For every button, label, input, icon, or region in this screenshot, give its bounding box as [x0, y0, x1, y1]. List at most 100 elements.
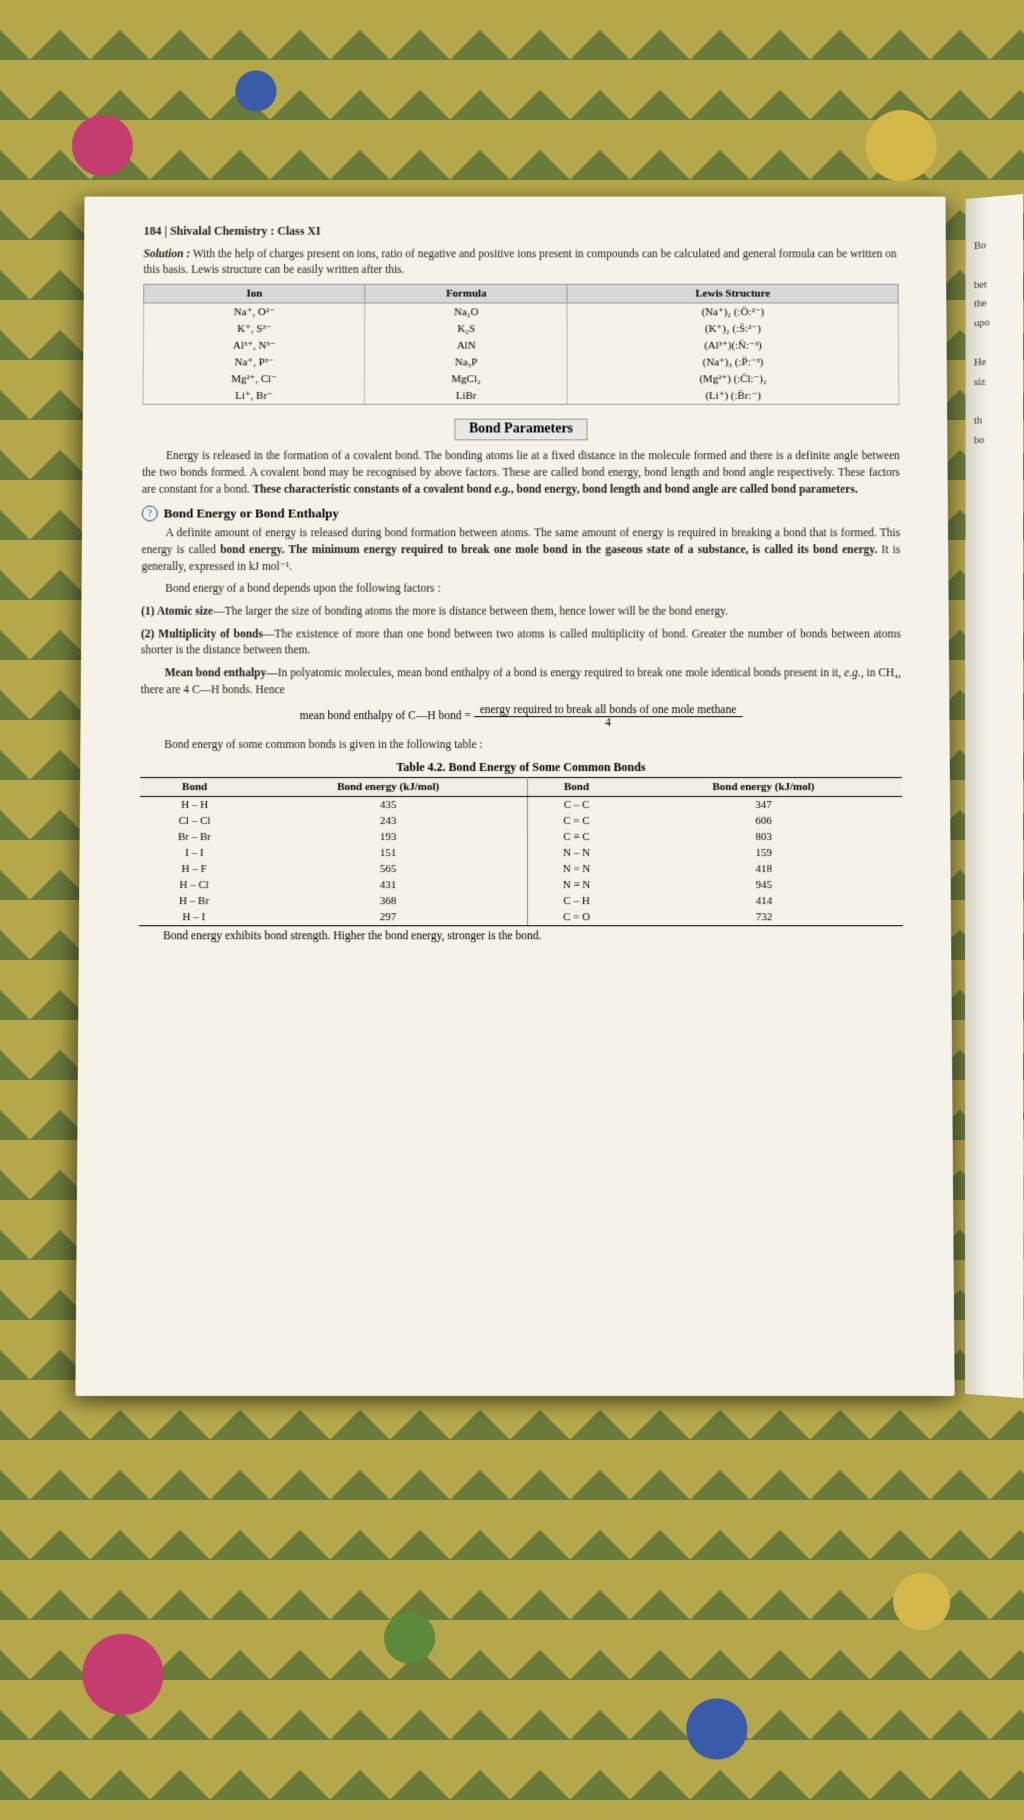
- table-row: Li⁺, Br⁻LiBr(Li⁺) (:B̈r:⁻): [143, 387, 899, 404]
- bond-energy-p6: Bond energy of some common bonds is give…: [140, 737, 902, 754]
- table-cell: N – N: [528, 845, 625, 861]
- table-cell: 347: [625, 796, 902, 812]
- formula-numerator: energy required to break all bonds of on…: [474, 704, 743, 717]
- table-cell: 418: [625, 861, 903, 877]
- bond-energy-p4: (2) Multiplicity of bonds—The existence …: [141, 626, 901, 659]
- section-title: Bond Parameters: [454, 419, 588, 441]
- table-cell: (Li⁺) (:B̈r:⁻): [567, 387, 898, 404]
- table-cell: (Al³⁺)(:N̈:⁻³): [567, 337, 898, 354]
- energy-col-header-2: Bond energy (kJ/mol): [625, 777, 902, 796]
- table-cell: 435: [249, 796, 527, 812]
- table-cell: K₂S: [365, 320, 567, 337]
- table-cell: H – I: [139, 909, 249, 926]
- table-cell: C = O: [528, 909, 626, 926]
- table-cell: H – H: [140, 796, 249, 812]
- table-cell: K⁺, S²⁻: [143, 320, 365, 337]
- table-row: Br – Br193C ≡ C803: [140, 829, 903, 845]
- solution-text: With the help of charges present on ions…: [143, 249, 896, 277]
- bond-energy-p3: (1) Atomic size—The larger the size of b…: [141, 604, 901, 621]
- table-cell: 565: [249, 861, 528, 877]
- table-cell: C – C: [528, 796, 625, 812]
- table-cell: H – Br: [139, 893, 249, 909]
- table-row: H – I297C = O732: [139, 909, 903, 926]
- bond-table-caption: Table 4.2. Bond Energy of Some Common Bo…: [140, 760, 902, 775]
- subheading-num-icon: ?: [142, 506, 158, 522]
- table-cell: Br – Br: [140, 829, 249, 845]
- bond-col-header-2: Bond: [528, 777, 625, 796]
- table-cell: C = C: [528, 813, 625, 829]
- table-cell: Na⁺, P³⁻: [143, 354, 365, 371]
- solution-label: Solution :: [143, 249, 190, 261]
- table-cell: N = N: [528, 861, 626, 877]
- table-cell: Na₂O: [365, 303, 567, 320]
- lewis-col-header: Lewis Structure: [567, 284, 898, 303]
- table-row: Na⁺, P³⁻Na₃P(Na⁺)₃ (:P̈:⁻³): [143, 354, 898, 371]
- table-cell: 414: [625, 893, 903, 909]
- section-title-wrap: Bond Parameters: [142, 419, 899, 441]
- table-cell: H – Cl: [139, 877, 249, 893]
- formula-denominator: 4: [474, 717, 743, 729]
- bond-energy-p5: Mean bond enthalpy—In polyatomic molecul…: [141, 665, 902, 698]
- table-cell: I – I: [140, 845, 250, 861]
- table-cell: (Na⁺)₂ (:Ö:²⁻): [567, 303, 898, 320]
- table-cell: Al³⁺, N³⁻: [143, 337, 365, 354]
- ion-table-body: Na⁺, O²⁻Na₂O(Na⁺)₂ (:Ö:²⁻)K⁺, S²⁻K₂S(K⁺)…: [143, 303, 899, 404]
- table-cell: MgCl₂: [365, 371, 568, 388]
- ion-col-header: Ion: [144, 284, 366, 303]
- page-number-title: 184 | Shivalal Chemistry : Class XI: [144, 224, 321, 238]
- table-cell: 297: [249, 909, 528, 926]
- table-cell: H – F: [139, 861, 249, 877]
- table-cell: (K⁺)₂ (:S̈:²⁻): [567, 320, 898, 337]
- table-cell: (Na⁺)₃ (:P̈:⁻³): [567, 354, 898, 371]
- table-cell: 243: [249, 813, 527, 829]
- mean-bond-enthalpy-formula: mean bond enthalpy of C—H bond = energy …: [140, 704, 901, 729]
- next-page-edge: Bo bet the upo He siz th bo: [965, 194, 1024, 1398]
- table-cell: LiBr: [365, 387, 568, 404]
- energy-col-header-1: Bond energy (kJ/mol): [249, 777, 527, 796]
- table-cell: 368: [249, 893, 528, 909]
- table-cell: 945: [625, 877, 903, 893]
- table-row: Mg²⁺, Cl⁻MgCl₂(Mg²⁺) (:C̈l:⁻)₂: [143, 371, 899, 388]
- table-row: Na⁺, O²⁻Na₂O(Na⁺)₂ (:Ö:²⁻): [144, 303, 899, 320]
- solution-paragraph: Solution : With the help of charges pres…: [143, 247, 898, 279]
- table-cell: 803: [625, 829, 902, 845]
- table-cell: 606: [625, 813, 902, 829]
- table-cell: Na₃P: [365, 354, 567, 371]
- ion-table-header-row: Ion Formula Lewis Structure: [144, 284, 899, 303]
- table-cell: Li⁺, Br⁻: [143, 387, 365, 404]
- formula-col-header: Formula: [365, 284, 567, 303]
- table-cell: Mg²⁺, Cl⁻: [143, 371, 365, 388]
- footer-note: Bond energy exhibits bond strength. High…: [139, 930, 903, 942]
- book-page: 184 | Shivalal Chemistry : Class XI Solu…: [75, 197, 954, 1396]
- table-row: Al³⁺, N³⁻AlN(Al³⁺)(:N̈:⁻³): [143, 337, 898, 354]
- table-row: Cl – Cl243C = C606: [140, 813, 903, 829]
- bond-energy-table: Bond Bond energy (kJ/mol) Bond Bond ener…: [139, 777, 903, 926]
- bond-energy-p1: A definite amount of energy is released …: [141, 526, 900, 576]
- table-cell: Cl – Cl: [140, 813, 249, 829]
- page-header: 184 | Shivalal Chemistry : Class XI: [144, 224, 899, 239]
- subheading-title: Bond Energy or Bond Enthalpy: [164, 506, 339, 522]
- bond-table-body: H – H435C – C347Cl – Cl243C = C606Br – B…: [139, 796, 903, 925]
- next-page-fragments: Bo bet the upo He siz th bo: [966, 194, 1023, 491]
- bond-col-header-1: Bond: [140, 777, 249, 796]
- table-cell: 151: [249, 845, 528, 861]
- table-row: H – Br368C – H414: [139, 893, 903, 909]
- formula-left: mean bond enthalpy of C—H bond =: [300, 711, 471, 723]
- table-cell: (Mg²⁺) (:C̈l:⁻)₂: [567, 371, 898, 388]
- table-cell: AlN: [365, 337, 567, 354]
- table-cell: N ≡ N: [528, 877, 626, 893]
- bond-parameters-intro: Energy is released in the formation of a…: [142, 448, 900, 497]
- table-cell: 159: [625, 845, 902, 861]
- table-row: K⁺, S²⁻K₂S(K⁺)₂ (:S̈:²⁻): [143, 320, 898, 337]
- table-row: I – I151N – N159: [140, 845, 903, 861]
- table-cell: C – H: [528, 893, 626, 909]
- table-row: H – Cl431N ≡ N945: [139, 877, 902, 893]
- bond-table-header-row: Bond Bond energy (kJ/mol) Bond Bond ener…: [140, 777, 902, 796]
- table-row: H – H435C – C347: [140, 796, 902, 812]
- ion-formula-table: Ion Formula Lewis Structure Na⁺, O²⁻Na₂O…: [143, 284, 900, 405]
- bond-energy-p2: Bond energy of a bond depends upon the f…: [141, 581, 900, 598]
- table-cell: C ≡ C: [528, 829, 625, 845]
- table-cell: Na⁺, O²⁻: [144, 303, 366, 320]
- formula-fraction: energy required to break all bonds of on…: [474, 704, 743, 729]
- table-row: H – F565N = N418: [139, 861, 902, 877]
